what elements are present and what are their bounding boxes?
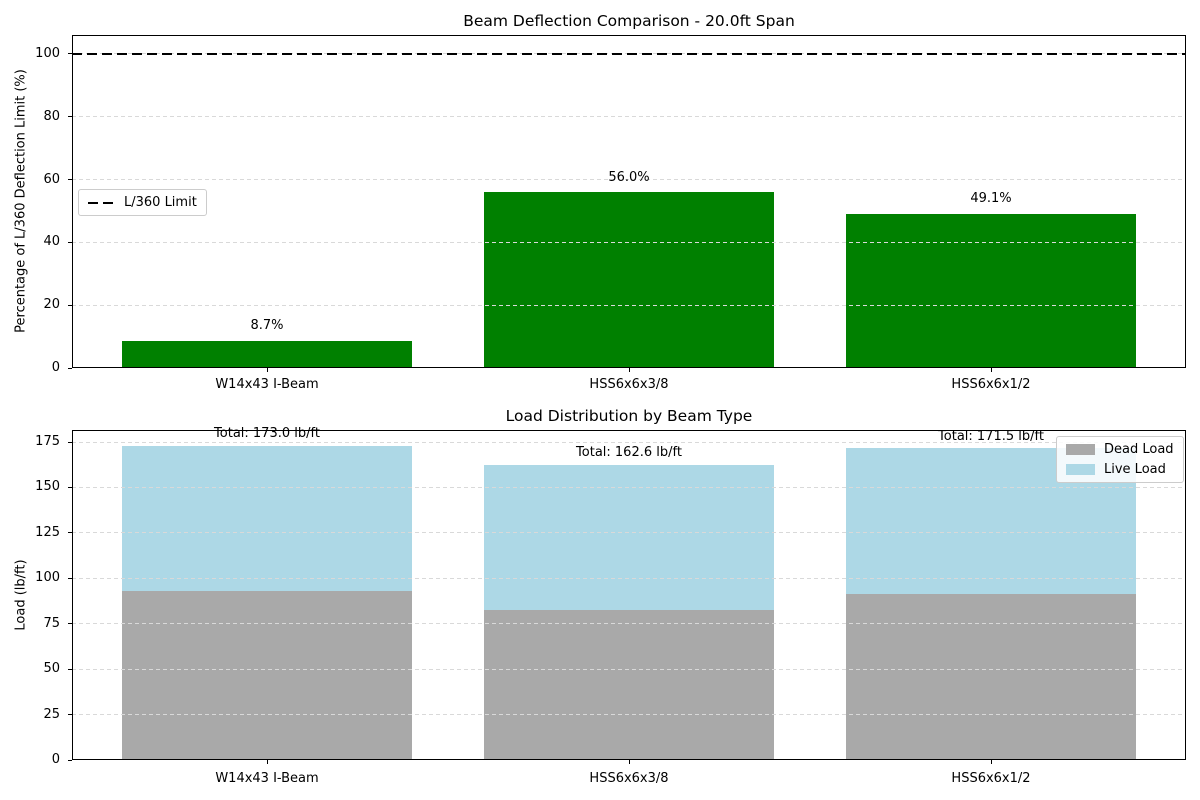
legend-entry: Live Load — [1066, 462, 1174, 477]
x-tick-label: HSS6x6x3/8 — [589, 771, 669, 786]
y-tick-mark — [68, 714, 72, 716]
gridline-40 — [72, 241, 1186, 243]
legend-dashed-line-sample — [88, 201, 115, 204]
x-tick-mark — [628, 760, 630, 764]
y-tick-mark — [68, 53, 72, 55]
y-tick-label: 40 — [43, 234, 60, 250]
gridline-50 — [72, 668, 1186, 670]
x-tick-label: W14x43 I-Beam — [215, 377, 319, 392]
y-tick-label: 100 — [35, 45, 60, 61]
y-tick-label: 25 — [43, 706, 60, 722]
gridline-60 — [72, 179, 1186, 180]
y-tick-mark — [68, 486, 72, 488]
legend-label: Live Load — [1104, 462, 1166, 477]
y-tick-label: 20 — [43, 297, 60, 313]
bar-2 — [484, 192, 774, 368]
y-tick-label: 0 — [51, 360, 60, 375]
total-label-3: Total: 171.5 lb/ft — [938, 428, 1044, 444]
x-tick-mark — [990, 760, 992, 764]
y-tick-mark — [68, 668, 72, 670]
y-tick-mark — [68, 441, 72, 443]
chart-title: Load Distribution by Beam Type — [505, 407, 753, 425]
x-tick-label: W14x43 I-Beam — [215, 771, 319, 786]
y-tick-mark — [68, 304, 72, 306]
x-tick-label: HSS6x6x1/2 — [951, 771, 1031, 786]
gridline-125 — [72, 532, 1186, 534]
y-tick-mark — [68, 623, 72, 625]
y-tick-label: 150 — [35, 479, 60, 495]
legend-swatch — [1066, 444, 1095, 455]
value-label-2: 56.0% — [608, 169, 650, 185]
legend: Dead Load Live Load — [1056, 436, 1184, 483]
axes-frame — [72, 35, 1186, 368]
total-label-2: Total: 162.6 lb/ft — [576, 444, 682, 460]
y-tick-mark — [68, 577, 72, 579]
legend-entry: Dead Load — [1066, 442, 1174, 457]
y-tick-mark — [68, 532, 72, 534]
x-tick-label: HSS6x6x3/8 — [589, 377, 669, 392]
bar-2-segment-dead-load — [484, 609, 774, 760]
legend-entry: L/360 Limit — [88, 195, 197, 210]
bar-3-segment-dead-load — [846, 593, 1136, 760]
gridline-25 — [72, 714, 1186, 716]
y-tick-label: 100 — [35, 570, 60, 586]
gridline-100 — [72, 577, 1186, 579]
value-label-3: 49.1% — [970, 191, 1012, 207]
legend: L/360 Limit — [78, 189, 207, 216]
y-tick-label: 125 — [35, 524, 60, 540]
bar-1-segment-live-load — [122, 445, 412, 592]
y-tick-mark — [68, 179, 72, 180]
y-tick-mark — [68, 241, 72, 243]
gridline-80 — [72, 116, 1186, 118]
legend-swatch — [1066, 464, 1095, 475]
total-label-1: Total: 173.0 lb/ft — [214, 426, 320, 442]
y-tick-label: 80 — [43, 108, 60, 124]
limit-line — [72, 52, 1186, 55]
gridline-175 — [72, 441, 1186, 443]
y-tick-label: 0 — [51, 752, 60, 767]
x-tick-mark — [628, 368, 630, 372]
bar-3 — [846, 213, 1136, 368]
x-tick-mark — [266, 760, 268, 764]
gridline-150 — [72, 486, 1186, 488]
y-tick-label: 50 — [43, 661, 60, 677]
x-tick-mark — [266, 368, 268, 372]
y-tick-label: 75 — [43, 615, 60, 631]
axes-frame — [72, 430, 1186, 760]
bar-2-segment-live-load — [484, 464, 774, 610]
bar-1-segment-dead-load — [122, 591, 412, 760]
y-tick-mark — [68, 116, 72, 118]
y-tick-label: 175 — [35, 434, 60, 450]
chart-title: Beam Deflection Comparison - 20.0ft Span — [463, 12, 795, 30]
bar-1 — [122, 340, 412, 368]
gridline-75 — [72, 623, 1186, 625]
value-label-1: 8.7% — [250, 318, 284, 334]
legend-label: Dead Load — [1104, 442, 1174, 457]
x-tick-label: HSS6x6x1/2 — [951, 377, 1031, 392]
y-tick-mark — [68, 759, 72, 761]
y-tick-label: 60 — [43, 171, 60, 187]
gridline-20 — [72, 304, 1186, 306]
y-tick-mark — [68, 367, 72, 369]
x-tick-mark — [990, 368, 992, 372]
legend-label: L/360 Limit — [124, 195, 197, 210]
